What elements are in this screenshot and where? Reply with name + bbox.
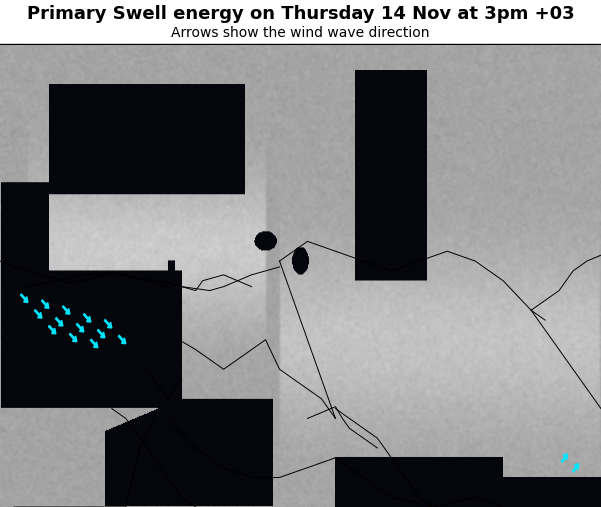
FancyArrow shape	[118, 335, 126, 344]
FancyArrow shape	[41, 300, 49, 308]
FancyArrow shape	[84, 313, 91, 322]
FancyArrow shape	[561, 454, 567, 462]
Text: Arrows show the wind wave direction: Arrows show the wind wave direction	[171, 26, 430, 41]
FancyArrow shape	[76, 323, 84, 332]
FancyArrow shape	[70, 333, 77, 342]
FancyArrow shape	[573, 464, 579, 472]
FancyArrow shape	[105, 319, 112, 328]
FancyArrow shape	[63, 306, 70, 314]
FancyArrow shape	[49, 325, 56, 334]
FancyArrow shape	[91, 339, 98, 348]
FancyArrow shape	[55, 317, 63, 326]
FancyArrow shape	[20, 294, 28, 302]
FancyArrow shape	[35, 310, 42, 318]
FancyArrow shape	[97, 330, 105, 338]
Text: Primary Swell energy on Thursday 14 Nov at 3pm +03: Primary Swell energy on Thursday 14 Nov …	[26, 5, 575, 23]
